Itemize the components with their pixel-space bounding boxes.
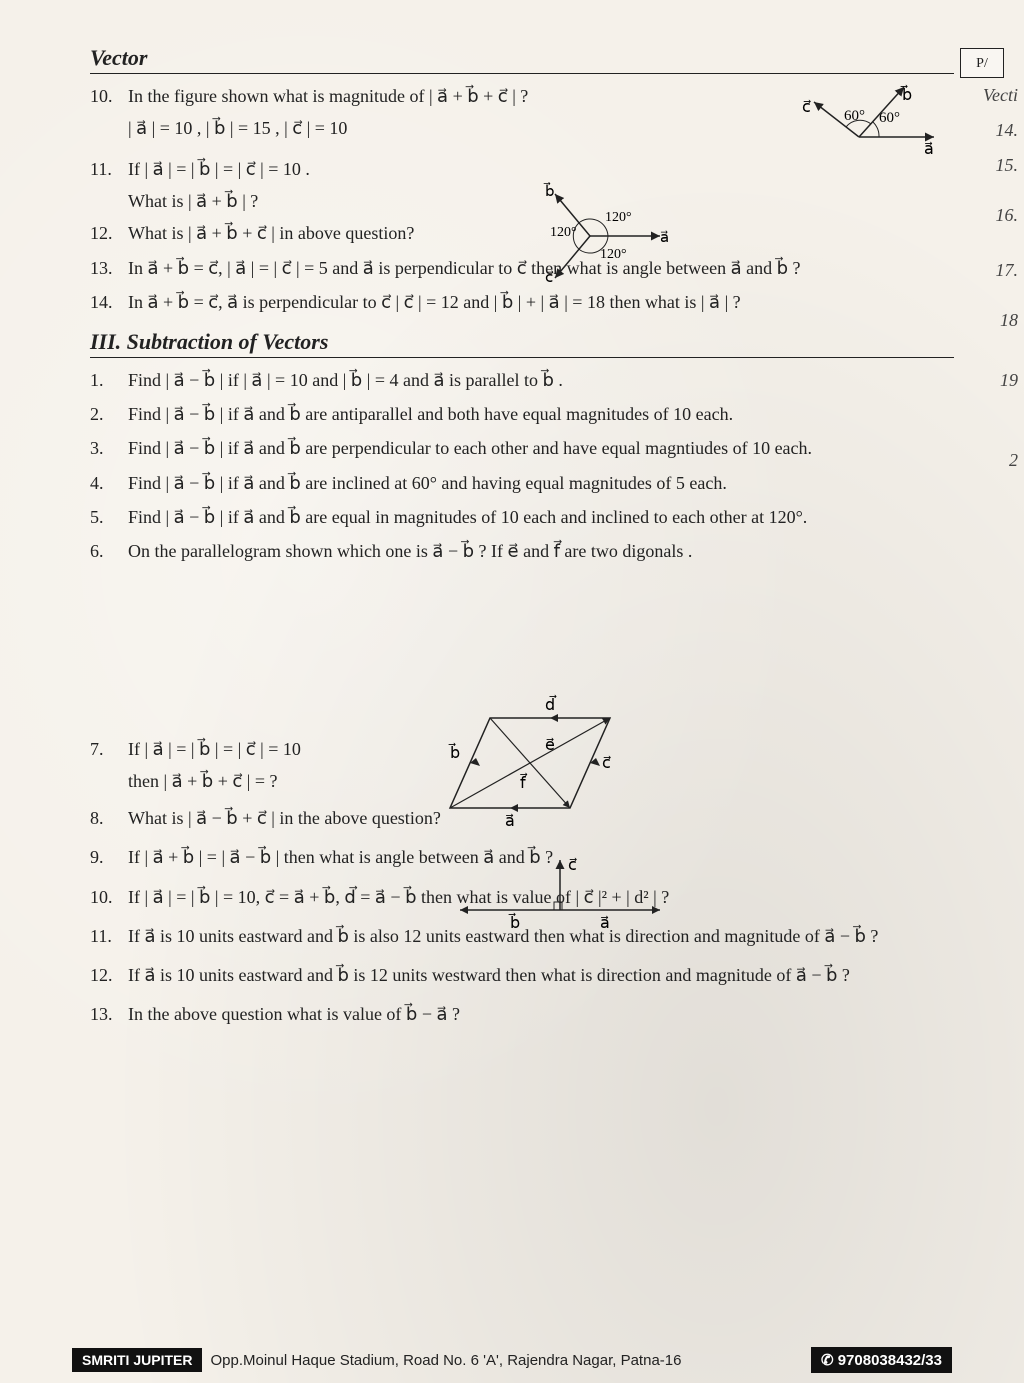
- section-title-subtraction: III. Subtraction of Vectors: [90, 329, 954, 358]
- question-number: 7.: [90, 737, 128, 762]
- question-number: 14.: [90, 290, 128, 315]
- svg-text:c⃗: c⃗: [602, 755, 611, 772]
- question-number: 9.: [90, 845, 128, 870]
- svg-text:b⃗: b⃗: [900, 84, 912, 104]
- page-edge-text: 17.: [996, 260, 1019, 281]
- question-text: Find | a⃗ − b⃗ | if a⃗ and b⃗ are inclin…: [128, 471, 954, 496]
- svg-text:b⃗: b⃗: [508, 912, 520, 932]
- svg-text:a⃗: a⃗: [505, 813, 515, 830]
- page-edge-text: Vecti: [983, 85, 1018, 106]
- svg-text:a⃗: a⃗: [924, 141, 934, 158]
- question-number: 13.: [90, 256, 128, 281]
- svg-text:a⃗: a⃗: [600, 915, 610, 932]
- diagram-q7: a⃗ b⃗ c⃗: [450, 850, 670, 940]
- question-number: 5.: [90, 505, 128, 530]
- question-row: 1.Find | a⃗ − b⃗ | if | a⃗ | = 10 and | …: [90, 368, 954, 393]
- question-text: In the above question what is value of b…: [128, 1002, 954, 1027]
- footer-address: Opp.Moinul Haque Stadium, Road No. 6 'A'…: [202, 1352, 811, 1369]
- svg-text:f⃗: f⃗: [520, 772, 528, 792]
- page-edge-text: 2: [1009, 450, 1018, 471]
- page-edge-text: 16.: [996, 205, 1019, 226]
- question-number: 10.: [90, 84, 128, 109]
- question-text: Find | a⃗ − b⃗ | if | a⃗ | = 10 and | b⃗…: [128, 368, 954, 393]
- svg-text:e⃗: e⃗: [545, 737, 555, 754]
- svg-text:c⃗: c⃗: [568, 857, 577, 874]
- question-text: Find | a⃗ − b⃗ | if a⃗ and b⃗ are perpen…: [128, 436, 954, 461]
- question-row: 4.Find | a⃗ − b⃗ | if a⃗ and b⃗ are incl…: [90, 471, 954, 496]
- page-edge-text: 14.: [996, 120, 1019, 141]
- question-row: 13.In the above question what is value o…: [90, 1002, 954, 1027]
- question-text: On the parallelogram shown which one is …: [128, 539, 954, 564]
- svg-text:d⃗: d⃗: [545, 694, 557, 714]
- question-text: Find | a⃗ − b⃗ | if a⃗ and b⃗ are equal …: [128, 505, 954, 530]
- diagram-parallelogram: a⃗ b⃗ c⃗ d⃗ e⃗ f⃗: [410, 688, 640, 838]
- page-footer: SMRITI JUPITER Opp.Moinul Haque Stadium,…: [72, 1345, 952, 1375]
- section-title-vector: Vector: [90, 45, 954, 74]
- question-number: 11.: [90, 924, 128, 949]
- question-number: 2.: [90, 402, 128, 427]
- svg-text:120°: 120°: [600, 247, 627, 262]
- svg-text:120°: 120°: [550, 225, 577, 240]
- svg-text:120°: 120°: [605, 210, 632, 225]
- svg-text:60°: 60°: [844, 108, 865, 124]
- question-number: 8.: [90, 806, 128, 831]
- question-row: 6.On the parallelogram shown which one i…: [90, 539, 954, 564]
- svg-text:c⃗: c⃗: [802, 99, 811, 116]
- diagram-q10: 60° 60° a⃗ b⃗ c⃗: [784, 82, 944, 182]
- svg-text:b⃗: b⃗: [543, 181, 555, 200]
- question-row: 2.Find | a⃗ − b⃗ | if a⃗ and b⃗ are anti…: [90, 402, 954, 427]
- question-number: 12.: [90, 963, 128, 988]
- svg-text:60°: 60°: [879, 110, 900, 126]
- page-edge-text: 18: [1000, 310, 1018, 331]
- question-row: 5.Find | a⃗ − b⃗ | if a⃗ and b⃗ are equa…: [90, 505, 954, 530]
- question-row: 3.Find | a⃗ − b⃗ | if a⃗ and b⃗ are perp…: [90, 436, 954, 461]
- footer-phone: ✆ 9708038432/33: [811, 1347, 952, 1373]
- corner-tab: P/: [960, 48, 1004, 78]
- question-text: In a⃗ + b⃗ = c⃗, a⃗ is perpendicular to …: [128, 290, 954, 315]
- page-edge-text: 19: [1000, 370, 1018, 391]
- phone-icon: ✆: [821, 1352, 834, 1369]
- question-number: 3.: [90, 436, 128, 461]
- page-edge-text: 15.: [996, 155, 1019, 176]
- question-number: 12.: [90, 221, 128, 246]
- svg-text:c⃗: c⃗: [545, 270, 554, 286]
- question-number: 4.: [90, 471, 128, 496]
- question-number: 10.: [90, 885, 128, 910]
- svg-text:b⃗: b⃗: [448, 742, 460, 762]
- footer-brand: SMRITI JUPITER: [72, 1348, 202, 1372]
- question-number: 13.: [90, 1002, 128, 1027]
- question-number: 6.: [90, 539, 128, 564]
- question-number: 1.: [90, 368, 128, 393]
- question-text: Find | a⃗ − b⃗ | if a⃗ and b⃗ are antipa…: [128, 402, 954, 427]
- diagram-q11: 120° 120° 120° a⃗ b⃗ c⃗: [510, 186, 680, 291]
- question-number: 11.: [90, 157, 128, 182]
- question-row: 12.If a⃗ is 10 units eastward and b⃗ is …: [90, 963, 954, 988]
- question-row: 14. In a⃗ + b⃗ = c⃗, a⃗ is perpendicular…: [90, 290, 954, 315]
- svg-text:a⃗: a⃗: [660, 230, 669, 246]
- question-text: If a⃗ is 10 units eastward and b⃗ is 12 …: [128, 963, 954, 988]
